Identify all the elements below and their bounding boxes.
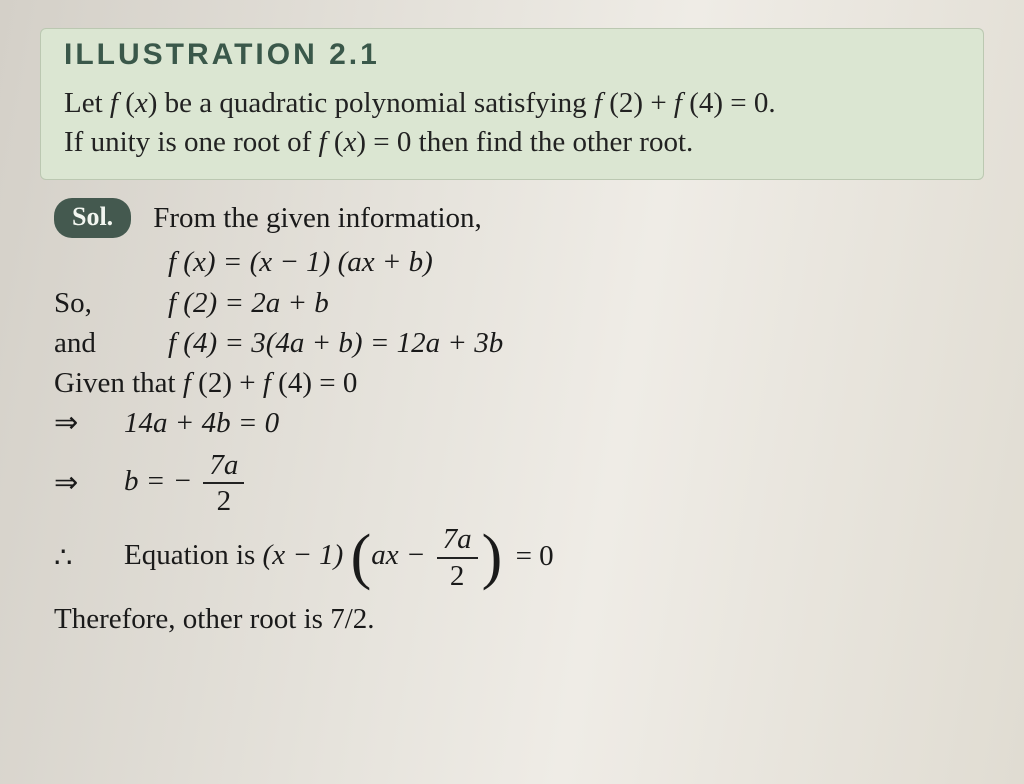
problem-line-1: Let f (x) be a quadratic polynomial sati… bbox=[64, 87, 776, 119]
step-text: Given that f (2) + f (4) = 0 bbox=[54, 365, 357, 401]
implies-icon: ⇒ bbox=[54, 405, 102, 441]
step-equation: ∴ Equation is (x − 1) ( ax − 7a 2 ) = 0 bbox=[54, 524, 984, 591]
implies-icon: ⇒ bbox=[54, 465, 102, 501]
step-lead: So, bbox=[54, 285, 146, 321]
illustration-box: ILLUSTRATION 2.1 Let f (x) be a quadrati… bbox=[40, 28, 984, 180]
page: ILLUSTRATION 2.1 Let f (x) be a quadrati… bbox=[0, 0, 1024, 784]
step-math: b = − 7a 2 bbox=[124, 450, 248, 517]
fraction-7a-over-2: 7a 2 bbox=[203, 450, 244, 517]
factor-1: (x − 1) bbox=[263, 540, 344, 572]
step-f2: So, f (2) = 2a + b bbox=[54, 285, 984, 321]
fraction-bar bbox=[437, 557, 478, 559]
fraction-denominator: 2 bbox=[211, 486, 238, 516]
fraction-7a-over-2-b: 7a 2 bbox=[437, 524, 478, 591]
step-given: Given that f (2) + f (4) = 0 bbox=[54, 365, 984, 401]
step-sum: ⇒ 14a + 4b = 0 bbox=[54, 405, 984, 441]
step-math: f (4) = 3(4a + b) = 12a + 3b bbox=[168, 325, 503, 361]
step-math: f (x) = (x − 1) (ax + b) bbox=[168, 244, 433, 280]
step-lead: and bbox=[54, 325, 146, 361]
fraction-numerator: 7a bbox=[437, 524, 478, 554]
step-b-value: ⇒ b = − 7a 2 bbox=[54, 450, 984, 517]
fraction-bar bbox=[203, 482, 244, 484]
solution-intro: From the given information, bbox=[153, 202, 482, 235]
big-parenthesis-group: ( ax − 7a 2 ) bbox=[351, 524, 503, 591]
solution-badge: Sol. bbox=[54, 198, 131, 238]
solution-header: Sol. From the given information, bbox=[54, 198, 984, 238]
problem-line-2: If unity is one root of f (x) = 0 then f… bbox=[64, 126, 693, 158]
open-paren-icon: ( bbox=[351, 530, 372, 586]
close-paren-icon: ) bbox=[482, 530, 503, 586]
step-fx-definition: f (x) = (x − 1) (ax + b) bbox=[54, 244, 984, 280]
fraction-numerator: 7a bbox=[203, 450, 244, 480]
equation-label: Equation is bbox=[124, 540, 263, 572]
conclusion-text: Therefore, other root is 7/2. bbox=[54, 601, 375, 637]
fraction-denominator: 2 bbox=[444, 561, 471, 591]
b-equals: b = − bbox=[124, 465, 192, 497]
equals-zero: = 0 bbox=[516, 540, 554, 572]
step-math: 14a + 4b = 0 bbox=[124, 405, 279, 441]
step-f4: and f (4) = 3(4a + b) = 12a + 3b bbox=[54, 325, 984, 361]
therefore-icon: ∴ bbox=[54, 540, 102, 576]
problem-statement: Let f (x) be a quadratic polynomial sati… bbox=[58, 84, 966, 162]
illustration-title: ILLUSTRATION 2.1 bbox=[58, 28, 966, 84]
step-math: f (2) = 2a + b bbox=[168, 285, 329, 321]
conclusion: Therefore, other root is 7/2. bbox=[54, 601, 984, 637]
inner-prefix: ax − bbox=[371, 540, 425, 572]
step-content: Equation is (x − 1) ( ax − 7a 2 ) = 0 bbox=[124, 524, 554, 591]
inner-expression: ax − 7a 2 bbox=[371, 524, 481, 591]
